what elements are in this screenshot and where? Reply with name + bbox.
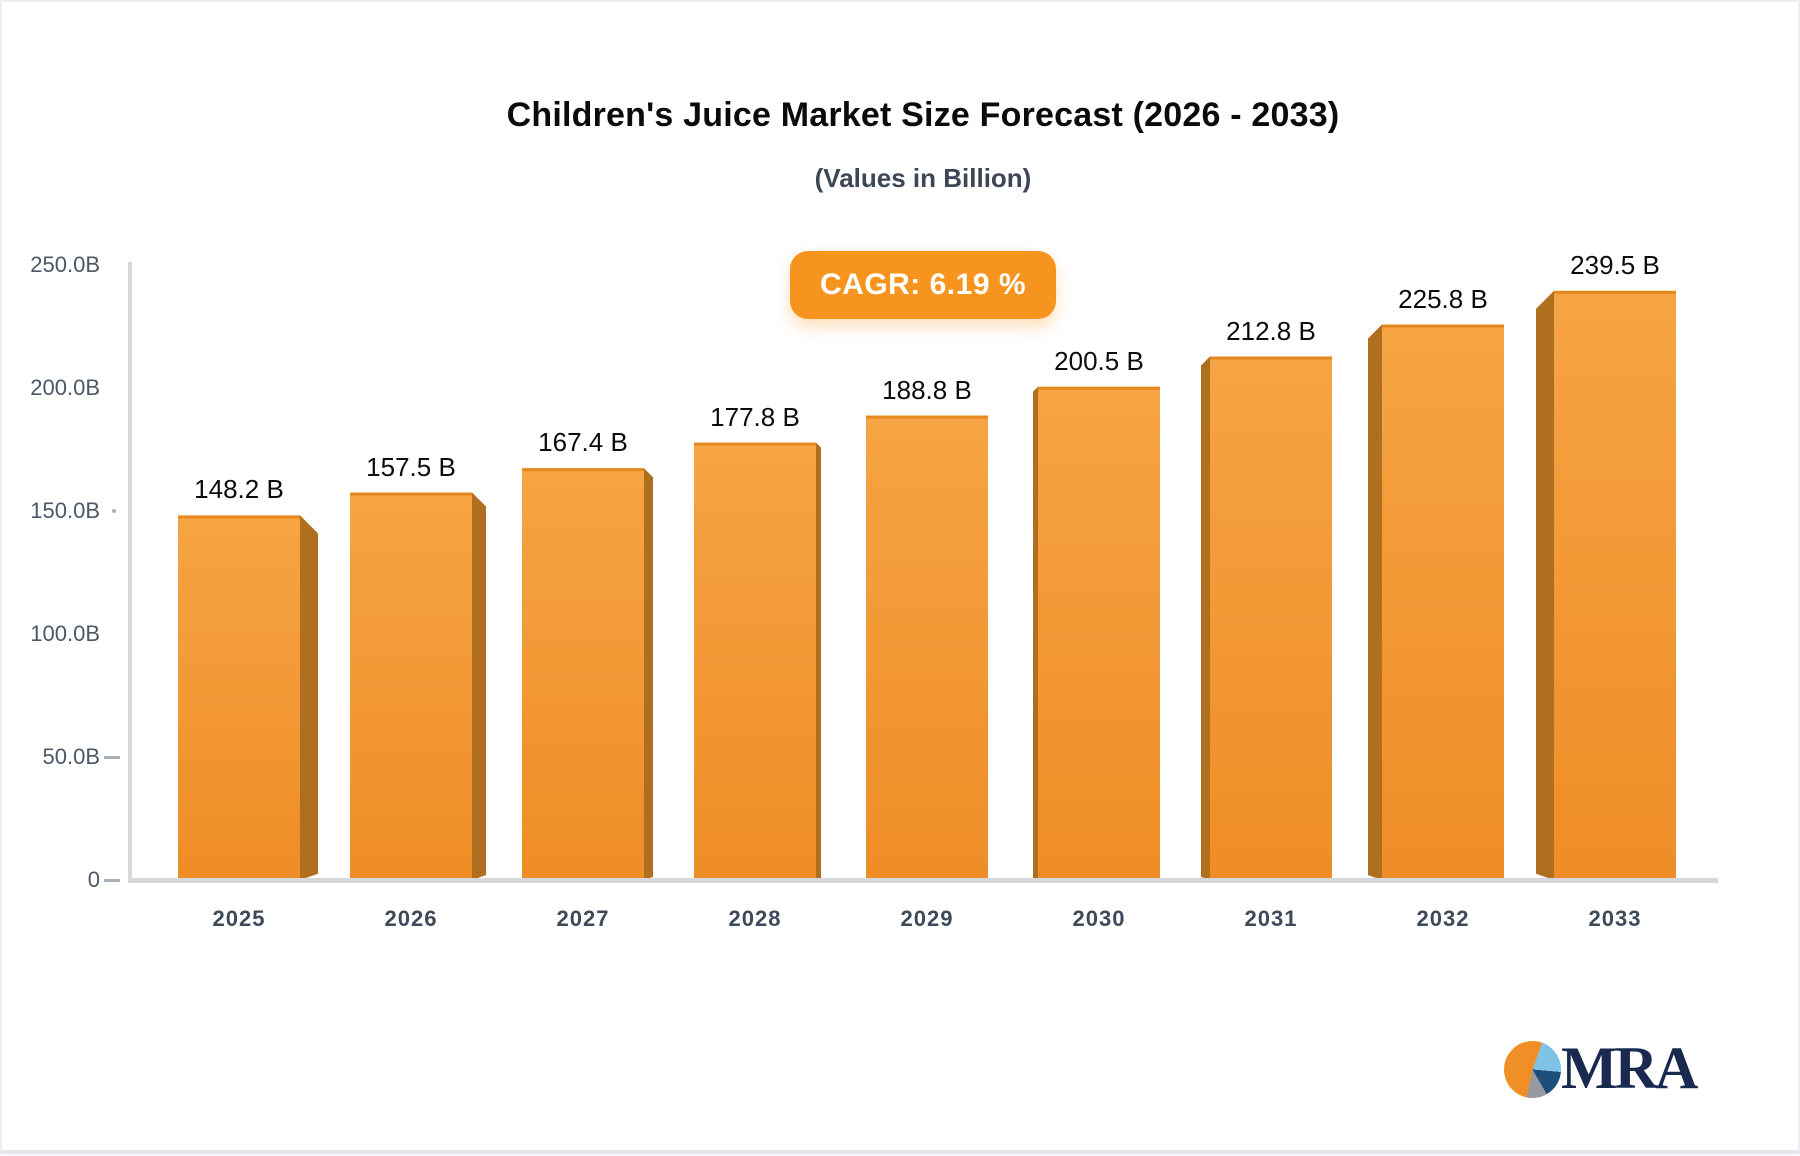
logo-text: MRA [1561, 1035, 1698, 1101]
bar-top-edge [350, 492, 472, 496]
bar-top-edge [1554, 290, 1676, 294]
chart-title: Children's Juice Market Size Forecast (2… [506, 96, 1340, 134]
bar-2025 [178, 515, 300, 880]
bar-top-edge [694, 442, 816, 446]
x-axis-label-2027: 2027 [556, 906, 610, 931]
bar-2032 [1382, 324, 1504, 881]
y-axis-tick-label: 200.0B [30, 375, 100, 400]
y-axis-tick-dot [112, 509, 116, 513]
bar-value-label: 188.8 B [882, 374, 972, 405]
cagr-badge: CAGR: 6.19 % [790, 251, 1056, 319]
bar-2026 [350, 492, 472, 880]
bar-value-label: 157.5 B [366, 451, 456, 482]
bar-side-face [1033, 386, 1038, 880]
bar-side-face [644, 468, 653, 880]
y-axis-line [128, 262, 132, 882]
bar-side-face [1201, 356, 1210, 881]
bar-value-label: 239.5 B [1570, 249, 1660, 280]
x-axis-label-2032: 2032 [1416, 906, 1470, 931]
x-axis-line [128, 878, 1718, 883]
bar-value-label: 200.5 B [1054, 345, 1144, 376]
y-axis-tick-label: 150.0B [30, 498, 100, 523]
bar-value-label: 225.8 B [1398, 283, 1488, 314]
bar-side-face [472, 492, 486, 880]
x-axis-label-2028: 2028 [728, 906, 782, 931]
bar-2030 [1038, 386, 1160, 880]
bar-top-edge [866, 415, 988, 419]
bar-2029 [866, 415, 988, 880]
chart-subtitle: (Values in Billion) [814, 163, 1032, 193]
y-axis-tick-mark [104, 879, 120, 882]
pie-chart-logo-icon [1504, 1041, 1561, 1098]
bar-top-edge [522, 468, 644, 472]
y-axis-tick-label: 100.0B [30, 621, 100, 646]
bar-2027 [522, 468, 644, 880]
x-axis-label-2029: 2029 [900, 906, 954, 931]
bar-value-label: 177.8 B [710, 401, 800, 432]
x-axis-label-2025: 2025 [212, 906, 266, 931]
bar-value-label: 212.8 B [1226, 315, 1316, 346]
x-axis-label-2033: 2033 [1588, 906, 1642, 931]
bar-2028 [694, 442, 816, 880]
bar-2031 [1210, 356, 1332, 881]
bar-2033 [1554, 290, 1676, 881]
bar-value-label: 167.4 B [538, 427, 628, 458]
y-axis-tick-mark [104, 756, 120, 759]
x-axis-label-2030: 2030 [1072, 906, 1126, 931]
x-axis-label-2026: 2026 [384, 906, 438, 931]
bar-side-face [816, 442, 821, 880]
bar-top-edge [178, 515, 300, 519]
x-axis-label-2031: 2031 [1244, 906, 1298, 931]
bar-top-edge [1038, 386, 1160, 390]
y-axis-tick-label: 250.0B [30, 252, 100, 277]
bar-side-face [1536, 290, 1554, 881]
bar-top-edge [1210, 356, 1332, 360]
bar-top-edge [1382, 324, 1504, 328]
mra-logo: MRA [1504, 1036, 1724, 1102]
bar-side-face [1368, 324, 1382, 881]
y-axis-tick-label: 0 [87, 867, 100, 892]
bar-side-face [300, 515, 318, 880]
y-axis-tick-label: 50.0B [42, 744, 101, 769]
bar-value-label: 148.2 B [194, 474, 284, 505]
